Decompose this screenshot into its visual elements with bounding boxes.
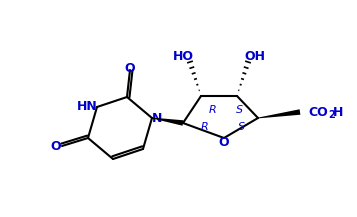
Polygon shape [152,118,183,126]
Text: H: H [333,105,343,118]
Text: 2: 2 [329,110,335,120]
Text: CO: CO [308,105,328,118]
Text: O: O [125,61,135,74]
Text: HN: HN [77,100,97,112]
Text: S: S [238,122,246,132]
Text: HO: HO [172,51,193,64]
Text: O: O [219,136,229,150]
Text: OH: OH [245,51,266,64]
Polygon shape [258,109,300,118]
Text: N: N [152,112,162,125]
Text: R: R [209,105,217,115]
Text: O: O [51,140,61,153]
Text: S: S [236,105,243,115]
Text: R: R [201,122,209,132]
